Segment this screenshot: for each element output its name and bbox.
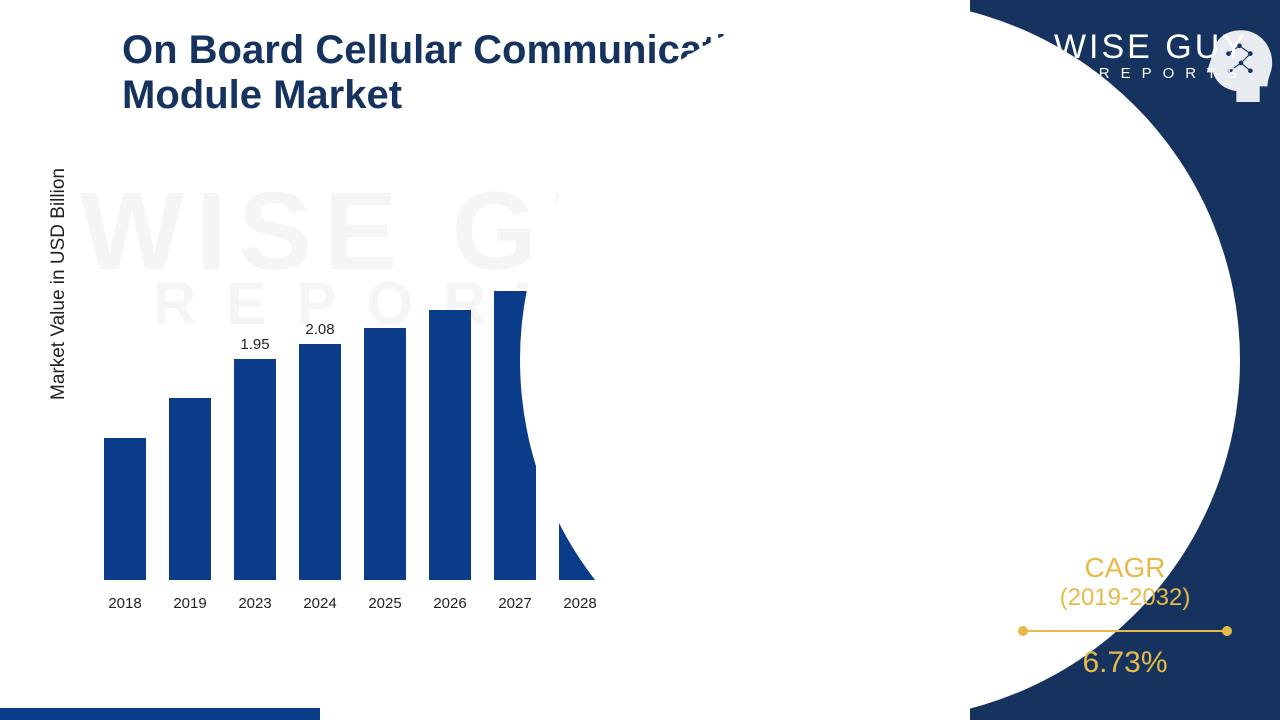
x-tick-label: 2024 <box>303 595 336 612</box>
bar-value-label: 2.08 <box>295 321 345 338</box>
x-tick-label: 2026 <box>433 595 466 612</box>
x-tick-label: 2028 <box>563 595 596 612</box>
stage: WISE GUY REPORTS On Board Cellular Commu… <box>0 0 1280 720</box>
bar <box>364 328 406 580</box>
right-panel: WISE GUY REPORTS CAGR (2019-2032) 6.73% <box>970 0 1280 720</box>
cagr-divider <box>1020 630 1230 632</box>
x-tick-label: 2025 <box>368 595 401 612</box>
bar <box>234 359 276 580</box>
cagr-block: CAGR (2019-2032) 6.73% <box>1010 552 1240 680</box>
x-tick-label: 2027 <box>498 595 531 612</box>
cagr-label: CAGR <box>1010 552 1240 584</box>
logo-text-top: WISE GUY <box>1054 28 1248 67</box>
bar <box>429 310 471 580</box>
y-axis-label: Market Value in USD Billion <box>48 168 70 400</box>
x-tick-label: 2018 <box>108 595 141 612</box>
logo-text-bottom: REPORTS <box>1054 65 1248 82</box>
x-tick-label: 2023 <box>238 595 271 612</box>
x-tick-label: 2019 <box>173 595 206 612</box>
decorative-bottom-bar <box>0 708 320 720</box>
bar <box>169 398 211 580</box>
bar <box>104 438 146 580</box>
cagr-value: 6.73% <box>1010 646 1240 680</box>
bar-value-label: 1.95 <box>230 336 280 353</box>
bar <box>299 344 341 580</box>
brand-logo: WISE GUY REPORTS <box>1054 28 1248 82</box>
cagr-range: (2019-2032) <box>1010 584 1240 612</box>
